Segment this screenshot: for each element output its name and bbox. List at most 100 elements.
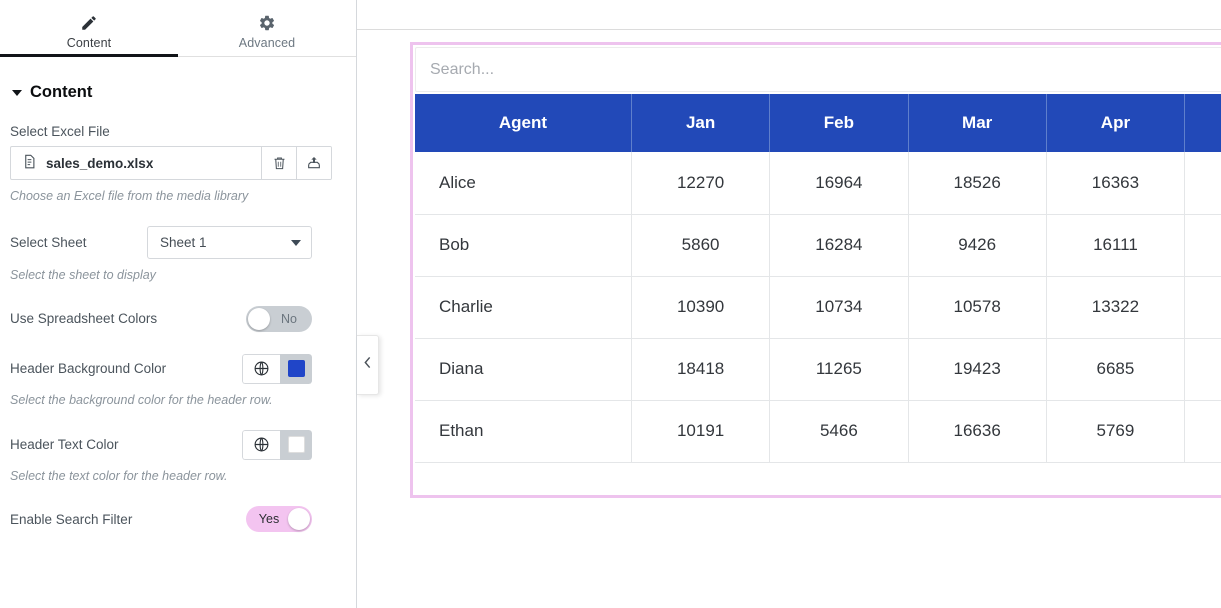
cell-value: 19423 bbox=[908, 338, 1047, 401]
table-row: Diana18418112651942366857433955516096 bbox=[415, 338, 1221, 401]
header-text-color-label: Header Text Color bbox=[10, 437, 119, 453]
canvas-divider bbox=[357, 29, 1221, 30]
table-row: Bob586016284942616111188031142011396 bbox=[415, 214, 1221, 277]
cell-value: 11265 bbox=[769, 338, 909, 401]
cell-value: 12270 bbox=[631, 152, 771, 215]
column-header-feb[interactable]: Feb bbox=[769, 94, 909, 152]
cell-value: 18526 bbox=[908, 152, 1047, 215]
excel-file-field[interactable]: sales_demo.xlsx bbox=[10, 146, 332, 180]
enable-search-filter-row: Enable Search Filter Yes bbox=[10, 506, 334, 532]
header-bg-color-picker[interactable] bbox=[242, 353, 312, 384]
cell-value: 16964 bbox=[769, 152, 909, 215]
tab-advanced-label: Advanced bbox=[238, 36, 296, 50]
cell-value: 18803 bbox=[1184, 214, 1221, 277]
use-spreadsheet-colors-label: Use Spreadsheet Colors bbox=[10, 311, 158, 326]
column-header-jan[interactable]: Jan bbox=[631, 94, 771, 152]
toggle-knob bbox=[288, 508, 310, 530]
cell-value: 5466 bbox=[769, 400, 909, 463]
cell-value: 5769 bbox=[1046, 400, 1186, 463]
cell-value: 10578 bbox=[908, 276, 1047, 339]
toggle-knob bbox=[248, 307, 270, 330]
header-text-color-hint: Select the text color for the header row… bbox=[10, 468, 228, 483]
header-bg-color-hint: Select the background color for the head… bbox=[10, 392, 273, 407]
sidebar-tabs: Content Advanced bbox=[0, 0, 356, 57]
header-text-color-swatch bbox=[287, 436, 305, 454]
cell-value: 18418 bbox=[631, 338, 771, 401]
sidebar-collapse-handle[interactable] bbox=[357, 335, 379, 395]
tab-content[interactable]: Content bbox=[0, 0, 178, 57]
sheet-label: Select Sheet bbox=[10, 235, 87, 251]
cell-value: 16636 bbox=[908, 400, 1047, 463]
header-bg-color-label: Header Background Color bbox=[10, 361, 167, 376]
excel-file-name: sales_demo.xlsx bbox=[11, 147, 261, 179]
enable-search-filter-label: Enable Search Filter bbox=[10, 511, 133, 527]
cell-value: 13322 bbox=[1046, 276, 1186, 339]
cell-agent: Diana bbox=[415, 338, 632, 401]
cell-value: 10191 bbox=[631, 400, 771, 463]
use-spreadsheet-colors-toggle[interactable]: No bbox=[246, 305, 312, 332]
sheet-select-value: Sheet 1 bbox=[160, 235, 207, 251]
column-header-may[interactable]: May bbox=[1184, 94, 1221, 152]
header-bg-color-swatch bbox=[287, 360, 305, 377]
enable-search-filter-toggle[interactable]: Yes bbox=[246, 506, 312, 532]
upload-icon[interactable] bbox=[296, 147, 331, 179]
tab-content-label: Content bbox=[66, 36, 112, 50]
content-section-header[interactable]: Content bbox=[0, 57, 356, 102]
sheet-select[interactable]: Sheet 1 bbox=[147, 226, 312, 260]
header-text-color-row: Header Text Color bbox=[10, 429, 334, 460]
sheet-hint: Select the sheet to display bbox=[10, 268, 156, 283]
use-spreadsheet-colors-row: Use Spreadsheet Colors No bbox=[10, 305, 334, 332]
table-row: Charlie103901073410578133221194961841803… bbox=[415, 276, 1221, 339]
tab-advanced[interactable]: Advanced bbox=[178, 0, 356, 57]
excel-data-table: AgentJanFebMarAprMayJunJul Alice12270169… bbox=[415, 94, 1221, 463]
cell-value: 10311 bbox=[1184, 400, 1221, 463]
table-header: AgentJanFebMarAprMayJunJul bbox=[415, 94, 1221, 152]
document-icon bbox=[22, 153, 37, 173]
sidebar-controls: Select Excel File sales_demo.xlsx bbox=[0, 124, 356, 532]
column-header-agent[interactable]: Agent bbox=[415, 94, 632, 152]
cell-value: 5860 bbox=[631, 214, 771, 277]
cell-value: 9426 bbox=[908, 214, 1047, 277]
cell-value: 7433 bbox=[1184, 338, 1221, 401]
excel-table-widget[interactable]: AgentJanFebMarAprMayJunJul Alice12270169… bbox=[410, 42, 1221, 498]
trash-icon[interactable] bbox=[261, 147, 296, 179]
table-row: Alice12270169641852616363155831005117309 bbox=[415, 152, 1221, 215]
globe-icon[interactable] bbox=[242, 353, 280, 384]
cell-value: 10390 bbox=[631, 276, 771, 339]
globe-icon[interactable] bbox=[242, 429, 280, 460]
content-section-title: Content bbox=[30, 83, 93, 101]
cell-value: 11949 bbox=[1184, 276, 1221, 339]
table-row: Ethan10191546616636576910311838513666 bbox=[415, 400, 1221, 463]
header-text-color-swatch-wrap[interactable] bbox=[280, 429, 312, 460]
cell-value: 16363 bbox=[1046, 152, 1186, 215]
pencil-icon bbox=[80, 12, 98, 34]
table-header-row: AgentJanFebMarAprMayJunJul bbox=[415, 94, 1221, 152]
cell-value: 6685 bbox=[1046, 338, 1186, 401]
cell-value: 16284 bbox=[769, 214, 909, 277]
preview-canvas: AgentJanFebMarAprMayJunJul Alice12270169… bbox=[357, 0, 1221, 608]
cell-agent: Ethan bbox=[415, 400, 632, 463]
header-bg-color-swatch-wrap[interactable] bbox=[280, 353, 312, 384]
column-header-apr[interactable]: Apr bbox=[1046, 94, 1186, 152]
excel-file-value: sales_demo.xlsx bbox=[46, 155, 154, 171]
header-bg-color-row: Header Background Color bbox=[10, 353, 334, 384]
settings-sidebar: Content Advanced Content Select Excel Fi… bbox=[0, 0, 357, 608]
cell-value: 16111 bbox=[1046, 214, 1186, 277]
cell-agent: Bob bbox=[415, 214, 632, 277]
chevron-left-icon bbox=[363, 356, 372, 374]
cell-value: 15583 bbox=[1184, 152, 1221, 215]
header-text-color-picker[interactable] bbox=[242, 429, 312, 460]
gear-icon bbox=[258, 12, 276, 34]
search-input[interactable] bbox=[415, 47, 1221, 92]
chevron-down-icon bbox=[291, 239, 301, 246]
chevron-down-icon bbox=[12, 89, 22, 96]
excel-file-label: Select Excel File bbox=[10, 124, 110, 139]
column-header-mar[interactable]: Mar bbox=[908, 94, 1047, 152]
cell-value: 10734 bbox=[769, 276, 909, 339]
sheet-row: Select Sheet Sheet 1 bbox=[10, 226, 334, 260]
cell-agent: Alice bbox=[415, 152, 632, 215]
excel-file-hint: Choose an Excel file from the media libr… bbox=[10, 189, 249, 203]
table-body: Alice12270169641852616363155831005117309… bbox=[415, 152, 1221, 463]
cell-agent: Charlie bbox=[415, 276, 632, 339]
